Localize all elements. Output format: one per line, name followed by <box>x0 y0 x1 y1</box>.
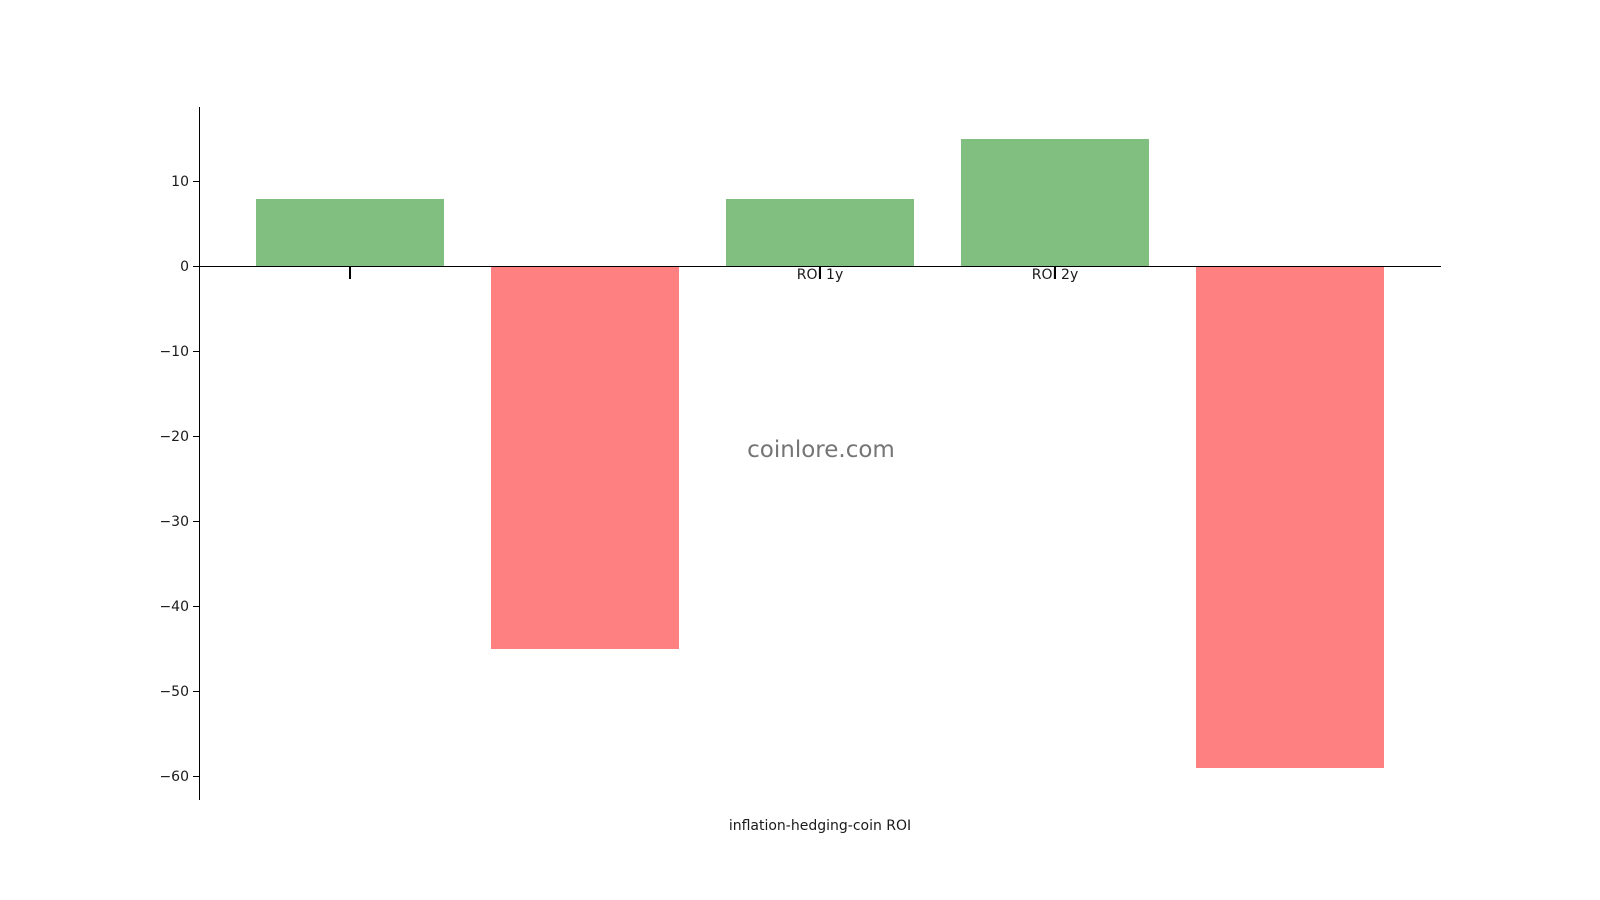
y-tick-mark <box>192 605 199 608</box>
x-tick-mark <box>1054 266 1056 279</box>
y-tick-mark <box>192 265 199 268</box>
chart-bar-1 <box>491 266 679 649</box>
y-tick-mark <box>192 775 199 778</box>
y-tick-mark <box>192 520 199 523</box>
y-axis-spine <box>198 107 200 800</box>
chart-title: inflation-hedging-coin ROI <box>728 818 912 834</box>
y-tick-label: −20 <box>159 428 189 445</box>
y-tick-mark <box>192 180 199 183</box>
y-tick-label: −30 <box>159 513 189 530</box>
y-tick-mark <box>192 350 199 353</box>
y-tick-mark <box>192 435 199 438</box>
chart-bar-4 <box>1196 266 1384 768</box>
x-tick-mark <box>819 266 821 279</box>
watermark: coinlore.com <box>747 437 895 463</box>
y-tick-label: −40 <box>159 598 189 615</box>
y-tick-label: 0 <box>180 258 189 275</box>
y-tick-label: −60 <box>159 768 189 785</box>
y-tick-label: −10 <box>159 343 189 360</box>
x-tick-mark <box>349 266 351 279</box>
chart-bar-2 <box>726 198 914 267</box>
y-tick-label: 10 <box>171 173 189 190</box>
chart-bar-0 <box>256 198 444 267</box>
y-tick-label: −50 <box>159 683 189 700</box>
y-tick-mark <box>192 690 199 693</box>
chart-bar-3 <box>961 139 1149 267</box>
